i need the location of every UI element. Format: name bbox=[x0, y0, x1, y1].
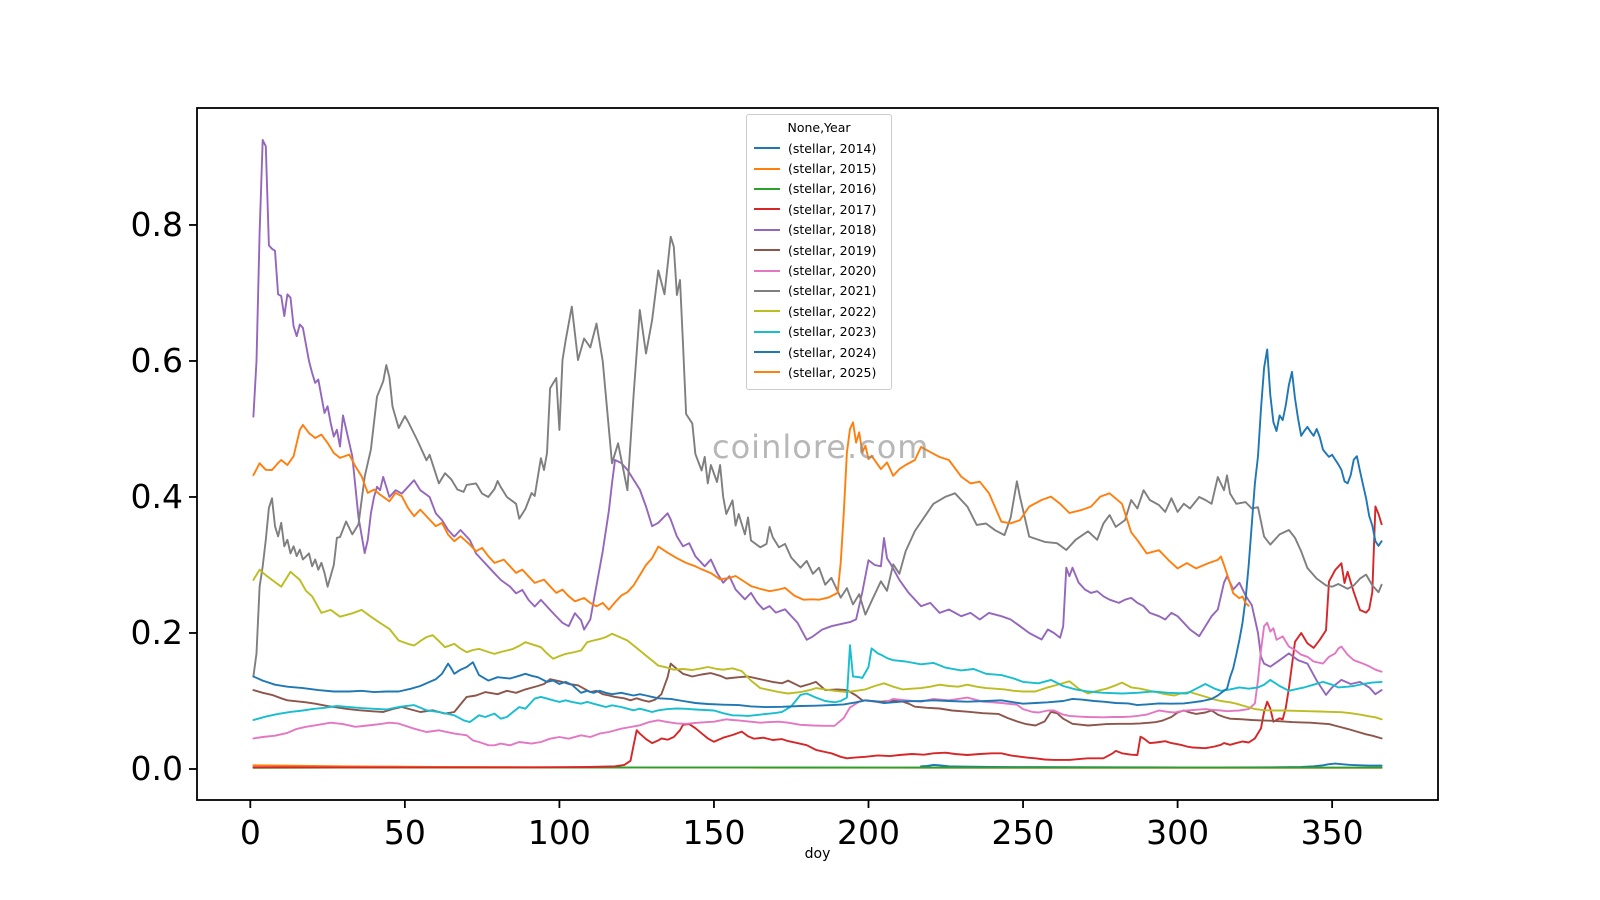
legend-title: None,Year bbox=[787, 120, 851, 135]
legend-item-label: (stellar, 2016) bbox=[788, 181, 877, 197]
legend-line-swatch bbox=[754, 147, 780, 150]
x-tick-label: 350 bbox=[1301, 813, 1364, 852]
x-tick-label: 200 bbox=[837, 813, 900, 852]
y-tick-label: 0.0 bbox=[131, 749, 183, 788]
x-tick-label: 300 bbox=[1146, 813, 1209, 852]
y-tick-label: 0.6 bbox=[131, 341, 183, 380]
series-line bbox=[252, 662, 1383, 740]
legend-item: (stellar, 2020) bbox=[754, 260, 884, 280]
series-line bbox=[252, 505, 1383, 769]
legend-line-swatch bbox=[754, 310, 780, 313]
legend-item-label: (stellar, 2015) bbox=[788, 161, 877, 177]
legend-line-swatch bbox=[754, 269, 780, 272]
y-tick-label: 0.2 bbox=[131, 613, 183, 652]
axes-spines bbox=[196, 107, 1439, 801]
legend-item: (stellar, 2021) bbox=[754, 281, 884, 301]
legend-line-swatch bbox=[754, 208, 780, 211]
legend-line-swatch bbox=[754, 187, 780, 190]
legend-item: (stellar, 2017) bbox=[754, 199, 884, 219]
legend-items: (stellar, 2014) (stellar, 2015) (stellar, … bbox=[754, 138, 884, 383]
x-tick-label: 100 bbox=[528, 813, 591, 852]
legend-item-label: (stellar, 2025) bbox=[788, 364, 877, 380]
legend-item: (stellar, 2014) bbox=[754, 138, 884, 158]
y-tick-label: 0.4 bbox=[131, 477, 183, 516]
legend-line-swatch bbox=[754, 167, 780, 170]
x-tick-label: 0 bbox=[240, 813, 261, 852]
legend-line-swatch bbox=[754, 330, 780, 333]
legend-item-label: (stellar, 2017) bbox=[788, 201, 877, 217]
series-line bbox=[252, 621, 1383, 747]
legend-item-label: (stellar, 2019) bbox=[788, 242, 877, 258]
x-tick-label: 50 bbox=[384, 813, 426, 852]
legend-item: (stellar, 2022) bbox=[754, 301, 884, 321]
legend-line-swatch bbox=[754, 371, 780, 374]
series-line bbox=[252, 235, 1383, 678]
legend-item: (stellar, 2024) bbox=[754, 342, 884, 362]
legend-item-label: (stellar, 2024) bbox=[788, 344, 877, 360]
legend-item: (stellar, 2016) bbox=[754, 179, 884, 199]
legend: None,Year (stellar, 2014) (stellar, 2015)… bbox=[746, 114, 892, 390]
legend-item-label: (stellar, 2021) bbox=[788, 283, 877, 299]
series-line bbox=[252, 139, 1383, 696]
legend-item: (stellar, 2025) bbox=[754, 362, 884, 382]
legend-item: (stellar, 2019) bbox=[754, 240, 884, 260]
legend-item: (stellar, 2023) bbox=[754, 322, 884, 342]
x-axis-label: doy bbox=[805, 846, 831, 862]
legend-item-label: (stellar, 2018) bbox=[788, 222, 877, 238]
legend-item-label: (stellar, 2022) bbox=[788, 303, 877, 319]
legend-item: (stellar, 2015) bbox=[754, 158, 884, 178]
legend-line-swatch bbox=[754, 289, 780, 292]
legend-item-label: (stellar, 2014) bbox=[788, 140, 877, 156]
legend-item: (stellar, 2018) bbox=[754, 220, 884, 240]
legend-item-label: (stellar, 2023) bbox=[788, 324, 877, 340]
y-tick-label: 0.8 bbox=[131, 205, 183, 244]
legend-line-swatch bbox=[754, 228, 780, 231]
series-line bbox=[252, 348, 1383, 709]
series-line bbox=[252, 421, 1250, 611]
legend-line-swatch bbox=[754, 351, 780, 354]
legend-line-swatch bbox=[754, 249, 780, 252]
x-tick-label: 250 bbox=[992, 813, 1055, 852]
x-tick-label: 150 bbox=[682, 813, 745, 852]
series-line bbox=[252, 568, 1383, 721]
legend-item-label: (stellar, 2020) bbox=[788, 263, 877, 279]
